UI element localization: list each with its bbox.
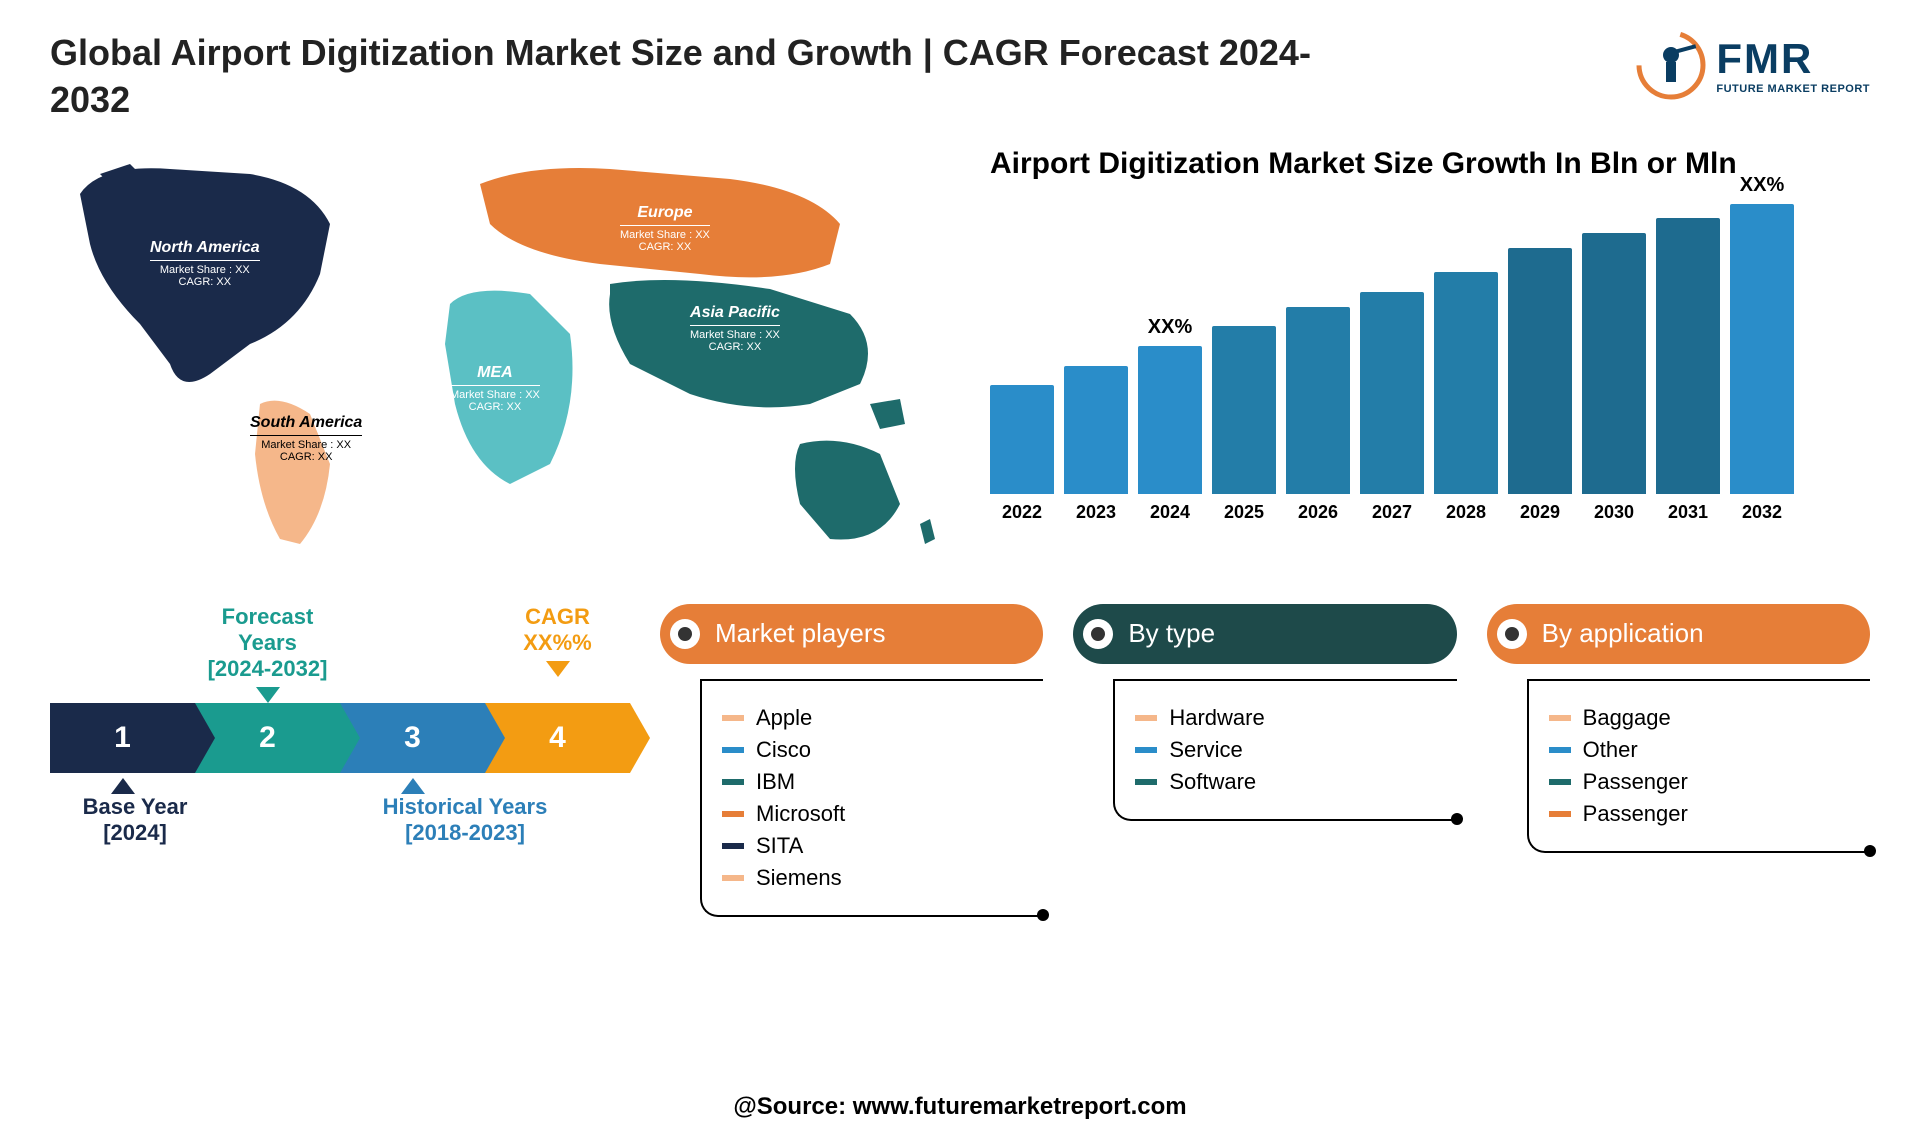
fmr-logo: FMR FUTURE MARKET REPORT xyxy=(1636,30,1870,100)
region-label-north-america: North AmericaMarket Share : XXCAGR: XX xyxy=(150,239,260,288)
category-pill: By application xyxy=(1487,604,1870,664)
category-item: Software xyxy=(1135,769,1441,795)
bar-2031: 2031 xyxy=(1656,218,1720,522)
bar-chart: 20222023XX%20242025202620272028202920302… xyxy=(990,203,1870,523)
bar-2022: 2022 xyxy=(990,385,1054,522)
bar-year-label: 2026 xyxy=(1298,502,1338,523)
main-title: Global Airport Digitization Market Size … xyxy=(50,30,1350,124)
bar-2025: 2025 xyxy=(1212,326,1276,522)
category-item: Apple xyxy=(722,705,1028,731)
source-attribution: @Source: www.futuremarketreport.com xyxy=(733,1093,1186,1121)
bar-annotation: XX% xyxy=(1740,174,1784,197)
world-map: North AmericaMarket Share : XXCAGR: XX So… xyxy=(50,144,950,564)
logo-subtitle: FUTURE MARKET REPORT xyxy=(1716,83,1870,95)
bar-2029: 2029 xyxy=(1508,248,1572,523)
hist-label: Historical Years xyxy=(340,794,590,820)
hist-range: [2018-2023] xyxy=(340,820,590,846)
bar-2026: 2026 xyxy=(1286,307,1350,523)
logo-fmr-text: FMR xyxy=(1716,35,1870,83)
category-pill: By type xyxy=(1073,604,1456,664)
bar-year-label: 2022 xyxy=(1002,502,1042,523)
bar-2030: 2030 xyxy=(1582,233,1646,523)
timeline-seg-3: 3 xyxy=(340,703,485,773)
region-label-europe: EuropeMarket Share : XXCAGR: XX xyxy=(620,204,710,253)
bar-year-label: 2025 xyxy=(1224,502,1264,523)
timeline-seg-1: 1 xyxy=(50,703,195,773)
category-pill: Market players xyxy=(660,604,1043,664)
timeline-seg-4: 4 xyxy=(485,703,630,773)
region-label-south-america: South AmericaMarket Share : XXCAGR: XX xyxy=(250,414,362,463)
bar-year-label: 2023 xyxy=(1076,502,1116,523)
bar-year-label: 2024 xyxy=(1150,502,1190,523)
category-item: Passenger xyxy=(1549,769,1855,795)
category-item: IBM xyxy=(722,769,1028,795)
bar-annotation: XX% xyxy=(1148,316,1192,339)
category-item: Cisco xyxy=(722,737,1028,763)
map-svg xyxy=(50,144,950,564)
category-list: Baggage Other Passenger Passenger xyxy=(1527,679,1870,853)
bar-2024: XX%2024 xyxy=(1138,346,1202,523)
bar-year-label: 2027 xyxy=(1372,502,1412,523)
bar-year-label: 2029 xyxy=(1520,502,1560,523)
region-label-asia-pacific: Asia PacificMarket Share : XXCAGR: XX xyxy=(690,304,780,353)
forecast-label: Forecast Years xyxy=(195,604,340,656)
cagr-label: CAGR xyxy=(485,604,630,630)
forecast-range: [2024-2032] xyxy=(195,656,340,682)
category-item: Microsoft xyxy=(722,801,1028,827)
category-list: Apple Cisco IBM Microsoft SITA Siemens xyxy=(700,679,1043,917)
bar-2027: 2027 xyxy=(1360,292,1424,523)
category-market-players: Market players Apple Cisco IBM Microsoft SITA… xyxy=(660,604,1043,917)
bar-2023: 2023 xyxy=(1064,366,1128,523)
chart-title: Airport Digitization Market Size Growth … xyxy=(990,144,1870,183)
category-item: Baggage xyxy=(1549,705,1855,731)
category-item: Service xyxy=(1135,737,1441,763)
category-item: Siemens xyxy=(722,865,1028,891)
category-list: Hardware Service Software xyxy=(1113,679,1456,821)
base-year-range: [2024] xyxy=(50,820,220,846)
category-item: Other xyxy=(1549,737,1855,763)
logo-icon xyxy=(1636,30,1706,100)
category-by-type: By type Hardware Service Software xyxy=(1073,604,1456,917)
category-item: Passenger xyxy=(1549,801,1855,827)
bar-year-label: 2032 xyxy=(1742,502,1782,523)
bar-year-label: 2028 xyxy=(1446,502,1486,523)
bar-2032: XX%2032 xyxy=(1730,204,1794,523)
base-year-label: Base Year xyxy=(50,794,220,820)
bar-year-label: 2031 xyxy=(1668,502,1708,523)
category-item: SITA xyxy=(722,833,1028,859)
region-label-mea: MEAMarket Share : XXCAGR: XX xyxy=(450,364,540,413)
timeline-seg-2: 2 xyxy=(195,703,340,773)
cagr-value: XX%% xyxy=(485,630,630,656)
category-by-application: By application Baggage Other Passenger Passe… xyxy=(1487,604,1870,917)
bar-2028: 2028 xyxy=(1434,272,1498,522)
bar-chart-section: Airport Digitization Market Size Growth … xyxy=(990,144,1870,564)
timeline: Forecast Years [2024-2032] CAGR XX%% 123… xyxy=(50,604,630,917)
bar-year-label: 2030 xyxy=(1594,502,1634,523)
category-item: Hardware xyxy=(1135,705,1441,731)
